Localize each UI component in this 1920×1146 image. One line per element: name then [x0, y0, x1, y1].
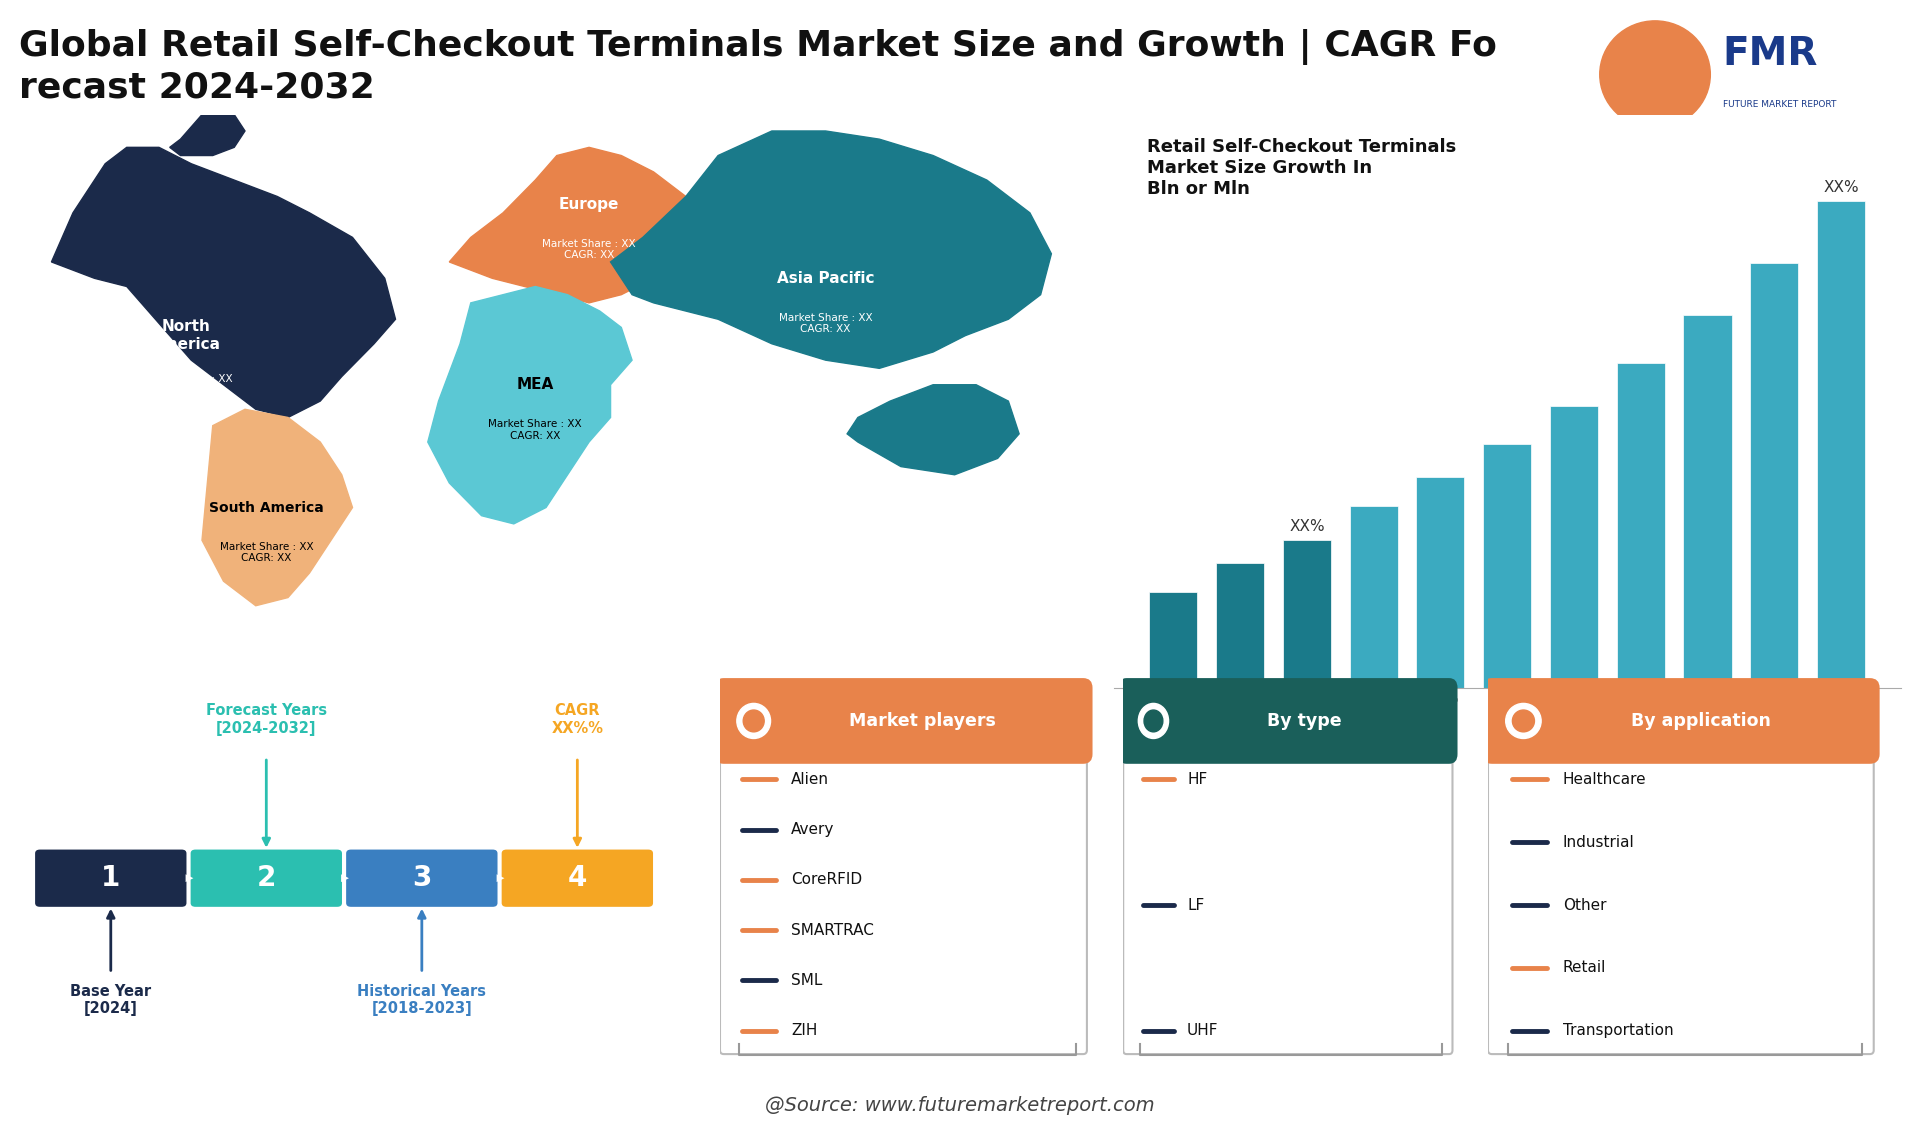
Bar — [1283, 540, 1331, 688]
Circle shape — [1599, 21, 1711, 128]
Text: @Source: www.futuremarketreport.com: @Source: www.futuremarketreport.com — [766, 1097, 1154, 1115]
Text: North
America: North America — [152, 320, 221, 352]
Text: LF: LF — [1187, 897, 1204, 912]
Text: SMARTRAC: SMARTRAC — [791, 923, 874, 937]
Text: FMR: FMR — [1722, 34, 1818, 72]
Text: 4: 4 — [568, 864, 588, 893]
Text: Alien: Alien — [791, 772, 829, 787]
Bar — [1617, 363, 1665, 688]
Text: Market Share : XX
CAGR: XX: Market Share : XX CAGR: XX — [780, 313, 872, 335]
Text: XX%: XX% — [1288, 519, 1325, 534]
Bar — [1751, 262, 1799, 688]
Polygon shape — [202, 409, 353, 606]
Circle shape — [1513, 711, 1534, 732]
Bar — [1684, 315, 1732, 688]
Text: ZIH: ZIH — [791, 1023, 818, 1038]
Text: XX%: XX% — [1824, 180, 1859, 195]
Text: Europe: Europe — [559, 197, 620, 212]
FancyBboxPatch shape — [720, 758, 1087, 1054]
Circle shape — [743, 711, 764, 732]
Circle shape — [1505, 704, 1542, 738]
Text: MEA: MEA — [516, 377, 555, 392]
Text: Retail: Retail — [1563, 960, 1607, 975]
FancyBboxPatch shape — [346, 849, 497, 906]
Bar — [1549, 406, 1597, 688]
Text: SML: SML — [791, 973, 822, 988]
Text: Historical Years
[2018-2023]: Historical Years [2018-2023] — [357, 984, 486, 1017]
Text: By type: By type — [1267, 712, 1342, 730]
Polygon shape — [169, 115, 246, 156]
FancyBboxPatch shape — [1482, 678, 1880, 763]
Text: CoreRFID: CoreRFID — [791, 872, 862, 887]
Text: Base Year
[2024]: Base Year [2024] — [71, 984, 152, 1017]
Text: Market Share : XX
CAGR: XX: Market Share : XX CAGR: XX — [488, 419, 582, 440]
Circle shape — [1144, 711, 1164, 732]
Text: Other: Other — [1563, 897, 1607, 912]
Text: FUTURE MARKET REPORT: FUTURE MARKET REPORT — [1722, 100, 1836, 109]
Polygon shape — [449, 148, 697, 303]
Polygon shape — [847, 385, 1020, 474]
FancyBboxPatch shape — [1117, 678, 1457, 763]
Text: Market players: Market players — [849, 712, 996, 730]
Text: CAGR
XX%%: CAGR XX%% — [551, 704, 603, 736]
Bar — [1816, 201, 1864, 688]
Text: By application: By application — [1630, 712, 1770, 730]
Text: South America: South America — [209, 501, 324, 515]
FancyBboxPatch shape — [714, 678, 1092, 763]
Text: 2: 2 — [257, 864, 276, 893]
Text: Industrial: Industrial — [1563, 834, 1634, 849]
Bar — [1417, 478, 1465, 688]
Text: 3: 3 — [413, 864, 432, 893]
FancyBboxPatch shape — [190, 849, 342, 906]
Text: Retail Self-Checkout Terminals
Market Size Growth In
Bln or Mln: Retail Self-Checkout Terminals Market Si… — [1146, 139, 1455, 198]
FancyBboxPatch shape — [1123, 758, 1452, 1054]
FancyBboxPatch shape — [35, 849, 186, 906]
Bar — [1350, 507, 1398, 688]
Text: Avery: Avery — [791, 822, 835, 838]
Polygon shape — [611, 131, 1052, 368]
Polygon shape — [428, 286, 632, 524]
Circle shape — [1139, 704, 1169, 738]
Bar — [1150, 592, 1198, 688]
Text: Transportation: Transportation — [1563, 1023, 1674, 1038]
Text: Market Share : XX
CAGR: XX: Market Share : XX CAGR: XX — [138, 374, 232, 395]
Text: Asia Pacific: Asia Pacific — [778, 270, 874, 285]
Text: Global Retail Self-Checkout Terminals Market Size and Growth | CAGR Fo
recast 20: Global Retail Self-Checkout Terminals Ma… — [19, 30, 1498, 104]
FancyBboxPatch shape — [501, 849, 653, 906]
Text: Market Share : XX
CAGR: XX: Market Share : XX CAGR: XX — [541, 238, 636, 260]
Text: UHF: UHF — [1187, 1023, 1219, 1038]
Circle shape — [737, 704, 770, 738]
Text: Market Share : XX
CAGR: XX: Market Share : XX CAGR: XX — [219, 542, 313, 564]
FancyBboxPatch shape — [1488, 758, 1874, 1054]
Text: HF: HF — [1187, 772, 1208, 787]
Text: Forecast Years
[2024-2032]: Forecast Years [2024-2032] — [205, 704, 326, 736]
Text: Healthcare: Healthcare — [1563, 772, 1647, 787]
Bar — [1482, 445, 1532, 688]
Polygon shape — [52, 148, 396, 417]
Text: 1: 1 — [102, 864, 121, 893]
Bar — [1215, 564, 1263, 688]
